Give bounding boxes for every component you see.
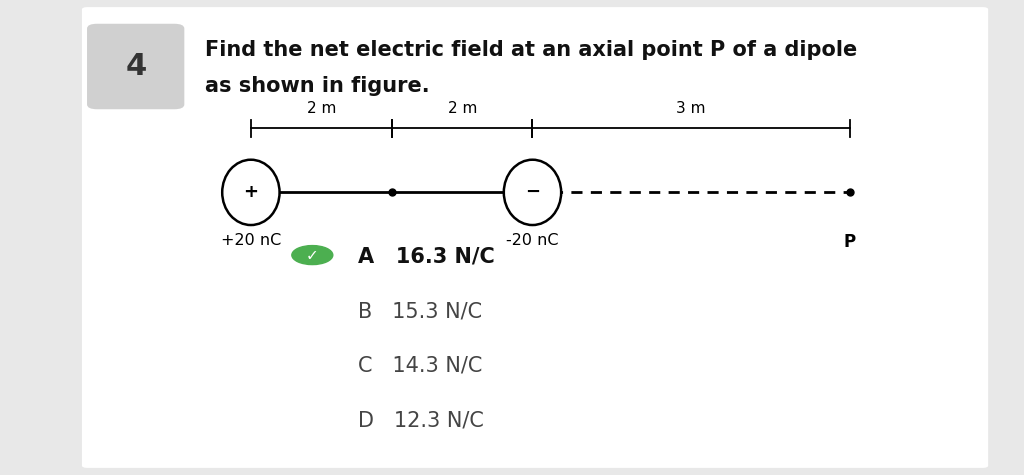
Text: -20 nC: -20 nC <box>506 233 559 248</box>
Text: 3 m: 3 m <box>677 101 706 116</box>
Ellipse shape <box>222 160 280 225</box>
Circle shape <box>292 246 333 265</box>
Text: D   12.3 N/C: D 12.3 N/C <box>358 410 484 430</box>
Text: C   14.3 N/C: C 14.3 N/C <box>358 356 482 376</box>
Text: B   15.3 N/C: B 15.3 N/C <box>358 301 482 321</box>
Text: P: P <box>844 233 856 251</box>
Text: as shown in figure.: as shown in figure. <box>205 76 429 95</box>
Text: +: + <box>244 183 258 201</box>
Ellipse shape <box>504 160 561 225</box>
Text: Find the net electric field at an axial point P of a dipole: Find the net electric field at an axial … <box>205 40 857 60</box>
Text: +20 nC: +20 nC <box>221 233 281 248</box>
FancyBboxPatch shape <box>87 24 184 109</box>
Text: A   16.3 N/C: A 16.3 N/C <box>358 247 496 266</box>
Text: −: − <box>525 183 540 201</box>
Text: 4: 4 <box>126 52 146 81</box>
Text: ✓: ✓ <box>306 247 318 263</box>
Text: 2 m: 2 m <box>307 101 336 116</box>
Text: 2 m: 2 m <box>447 101 477 116</box>
FancyBboxPatch shape <box>82 7 988 468</box>
